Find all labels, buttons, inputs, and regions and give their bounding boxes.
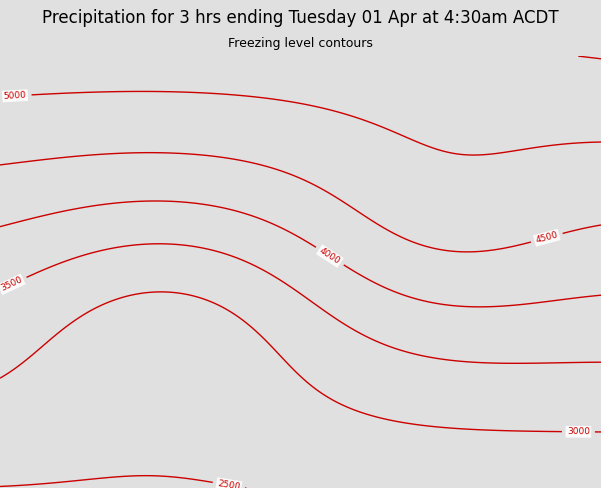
Text: 2500: 2500	[217, 479, 241, 488]
Text: Freezing level contours: Freezing level contours	[228, 37, 373, 50]
Text: 4000: 4000	[318, 246, 342, 266]
Text: Precipitation for 3 hrs ending Tuesday 01 Apr at 4:30am ACDT: Precipitation for 3 hrs ending Tuesday 0…	[42, 9, 559, 27]
Text: 3000: 3000	[567, 427, 590, 436]
Text: 5000: 5000	[4, 91, 27, 101]
Text: 4500: 4500	[534, 230, 559, 245]
Text: 3500: 3500	[0, 275, 24, 293]
